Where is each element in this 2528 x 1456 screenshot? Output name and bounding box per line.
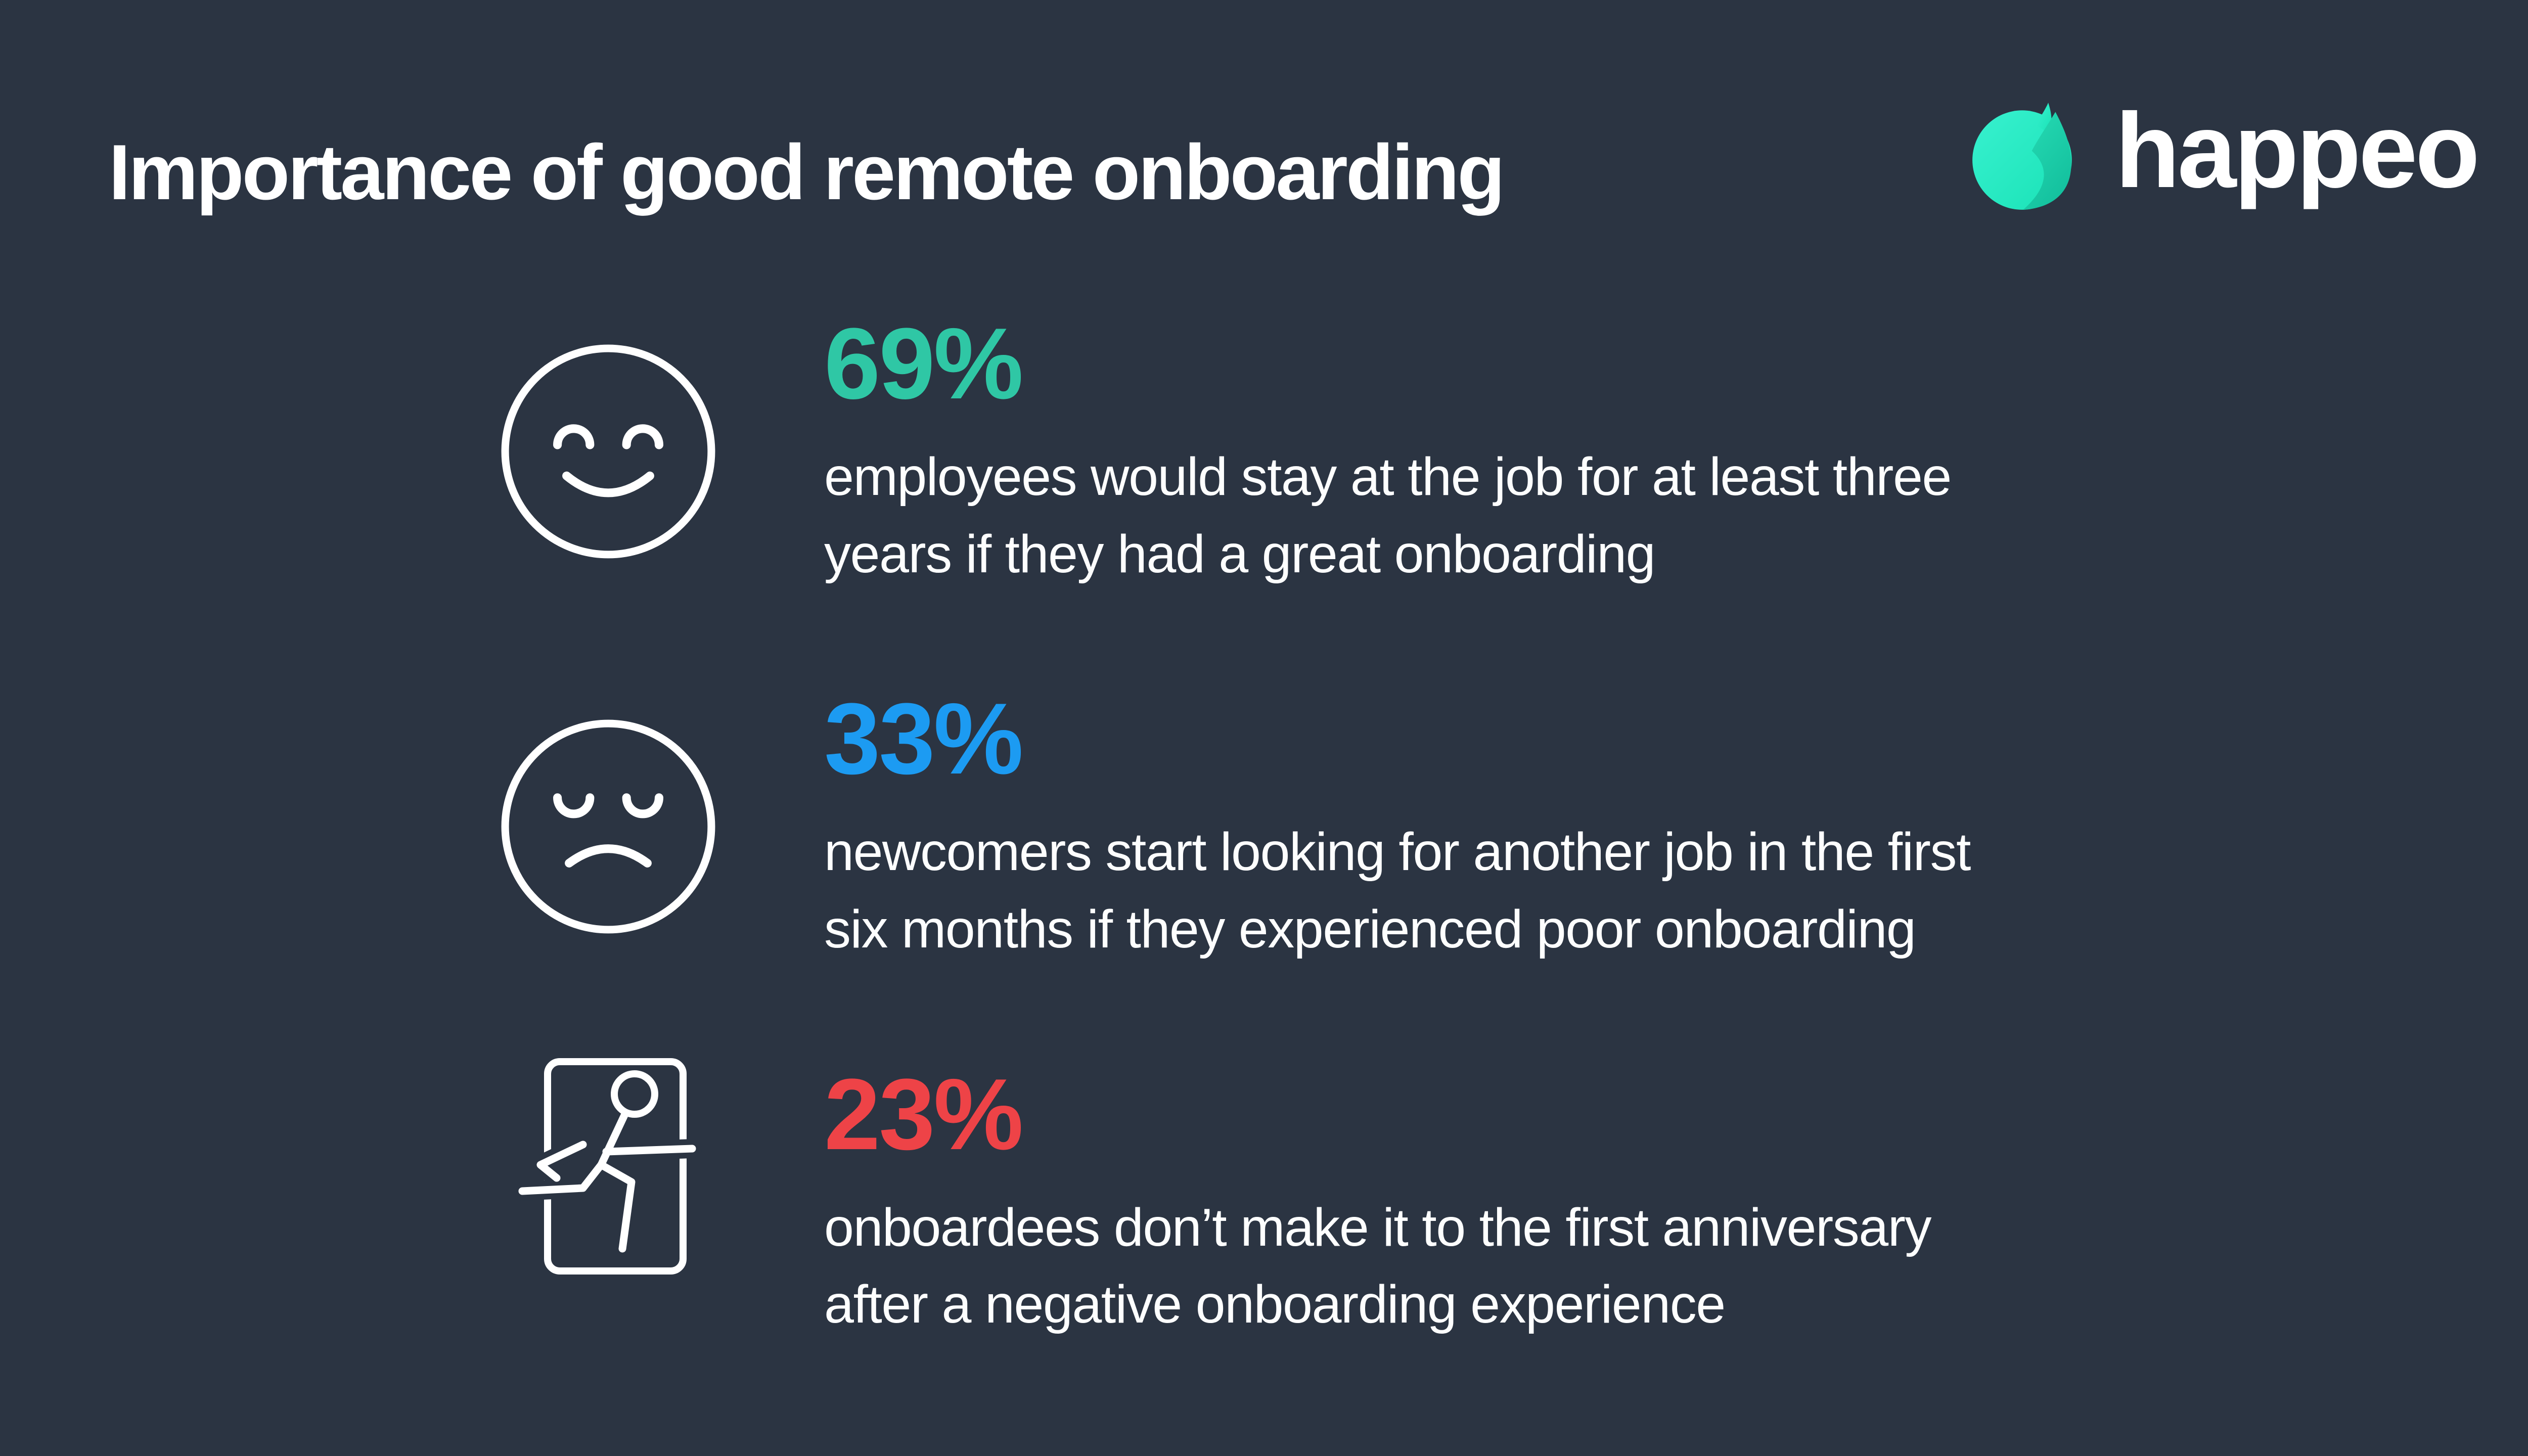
happeo-wordmark: happeo <box>2115 90 2480 210</box>
stat-description: newcomers start looking for another job … <box>824 822 1971 959</box>
stat-value: 69% <box>824 307 1023 420</box>
stat-row-great-onboarding: 69% employees would stay at the job for … <box>493 311 1970 593</box>
stat-value: 33% <box>824 682 1023 796</box>
happeo-logo: happeo <box>1971 90 2480 212</box>
sad-face-icon <box>493 712 723 941</box>
stat-row-negative-onboarding: 23% onboardees don’t make it to the firs… <box>493 1058 1970 1343</box>
page-title: Importance of good remote onboarding <box>109 128 1505 216</box>
stat-text-block: 33% newcomers start looking for another … <box>824 682 1971 968</box>
stat-description: employees would stay at the job for at l… <box>824 447 1952 584</box>
stat-text-block: 69% employees would stay at the job for … <box>824 307 1952 593</box>
happeo-leaf-icon <box>1971 99 2080 212</box>
happy-face-icon <box>493 337 723 566</box>
exit-door-icon <box>493 1056 723 1278</box>
stat-text-block: 23% onboardees don’t make it to the firs… <box>824 1058 1932 1343</box>
stat-value: 23% <box>824 1058 1023 1171</box>
stat-rows: 69% employees would stay at the job for … <box>493 311 1971 1343</box>
stat-description: onboardees don’t make it to the first an… <box>824 1197 1932 1335</box>
stat-row-poor-onboarding: 33% newcomers start looking for another … <box>493 682 1971 968</box>
